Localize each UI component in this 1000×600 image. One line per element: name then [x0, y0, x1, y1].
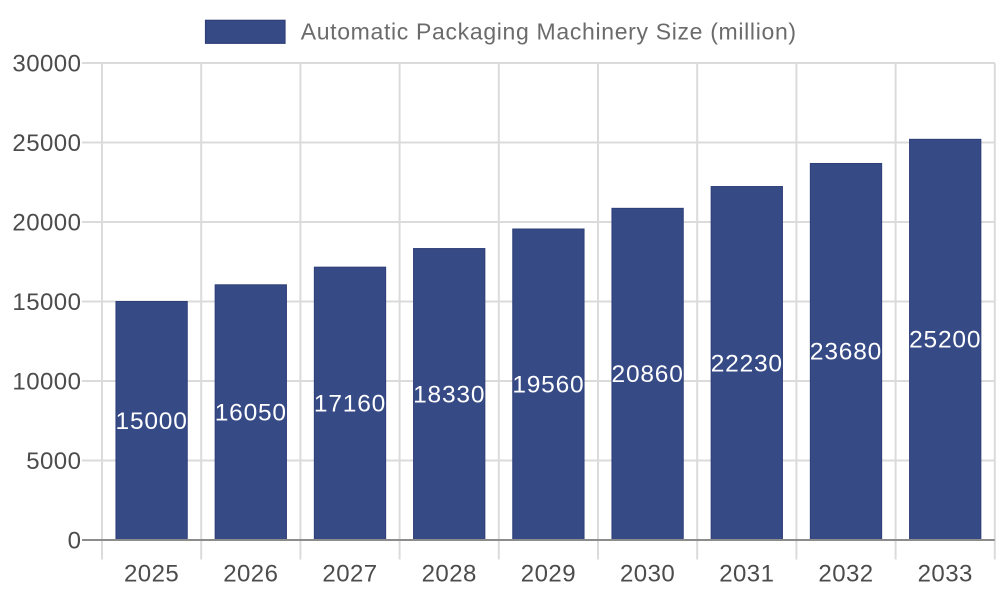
svg-text:22230: 22230	[711, 350, 783, 377]
svg-text:25200: 25200	[909, 327, 981, 354]
svg-text:5000: 5000	[26, 448, 81, 475]
svg-text:0: 0	[68, 528, 82, 555]
svg-text:2026: 2026	[223, 561, 278, 588]
svg-text:23680: 23680	[810, 339, 882, 366]
svg-text:25000: 25000	[12, 130, 81, 157]
svg-text:2033: 2033	[918, 561, 973, 588]
svg-text:2027: 2027	[322, 561, 377, 588]
svg-text:15000: 15000	[12, 289, 81, 316]
svg-text:2025: 2025	[124, 561, 179, 588]
svg-text:17160: 17160	[314, 391, 386, 418]
svg-text:2032: 2032	[818, 561, 873, 588]
svg-text:30000: 30000	[12, 51, 81, 78]
svg-text:20860: 20860	[612, 361, 684, 388]
svg-text:15000: 15000	[116, 408, 188, 435]
svg-text:2031: 2031	[719, 561, 774, 588]
svg-text:16050: 16050	[215, 399, 287, 426]
svg-text:2030: 2030	[620, 561, 675, 588]
svg-text:20000: 20000	[12, 210, 81, 237]
svg-text:2028: 2028	[422, 561, 477, 588]
svg-text:18330: 18330	[413, 381, 485, 408]
svg-text:19560: 19560	[512, 372, 584, 399]
svg-text:10000: 10000	[12, 369, 81, 396]
svg-text:2029: 2029	[521, 561, 576, 588]
svg-text:Automatic Packaging Machinery: Automatic Packaging Machinery Size (mill…	[301, 18, 797, 44]
